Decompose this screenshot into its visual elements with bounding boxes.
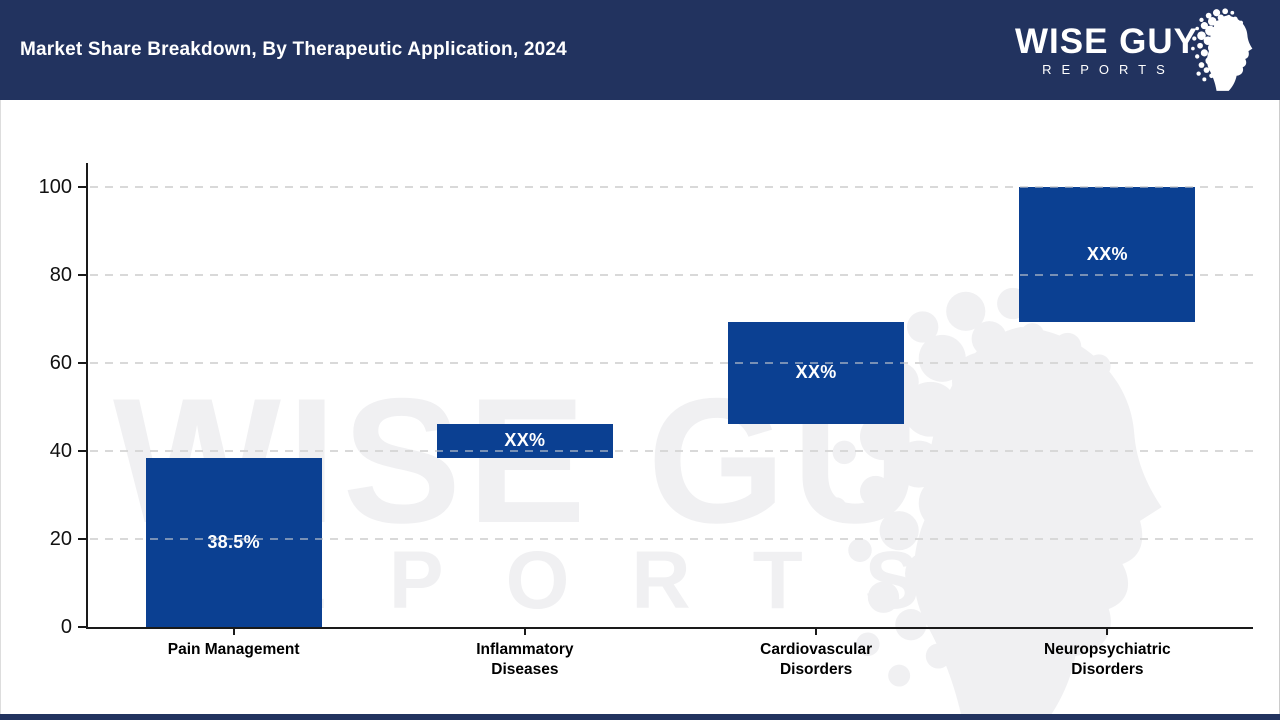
bar-inflammatory-diseases: XX% xyxy=(436,423,613,458)
y-tick-100 xyxy=(78,186,88,188)
logo-reports-text: REPORTS xyxy=(1042,61,1175,77)
wise-guy-face-icon xyxy=(1191,8,1253,91)
gridline-overlay-20 xyxy=(90,538,1253,540)
x-label-inflammatory-diseases: Inflammatory Diseases xyxy=(476,641,574,678)
y-tick-label-80: 80 xyxy=(49,264,72,286)
bar-neuropsychiatric-disorders: XX% xyxy=(1019,187,1196,323)
wise-guy-logo: WISE GUY REPORTS xyxy=(1015,0,1262,100)
y-tick-40 xyxy=(78,450,88,452)
bottom-accent-strip xyxy=(0,714,1280,720)
bar-value-label-inflammatory-diseases: XX% xyxy=(504,430,546,451)
logo-wise-guy-text: WISE GUY xyxy=(1014,21,1198,61)
gridline-overlay-100 xyxy=(90,186,1253,188)
x-label-neuropsychiatric-disorders: Neuropsychiatric Disorders xyxy=(1044,641,1171,678)
bar-cardiovascular-disorders: XX% xyxy=(728,322,905,424)
bar-value-label-pain-management: 38.5% xyxy=(207,531,260,552)
bar-pain-management: 38.5% xyxy=(145,457,322,627)
y-tick-label-60: 60 xyxy=(49,352,72,374)
gridline-overlay-60 xyxy=(90,362,1253,364)
logo-text: WISE GUY REPORTS xyxy=(1015,24,1198,77)
y-tick-20 xyxy=(78,538,88,540)
x-label-cardiovascular-disorders: Cardiovascular Disorders xyxy=(760,641,873,678)
y-tick-60 xyxy=(78,362,88,364)
x-tick-pain-management xyxy=(232,627,235,635)
gridline-overlay-80 xyxy=(90,274,1253,276)
y-tick-label-100: 100 xyxy=(38,176,72,198)
x-tick-inflammatory-diseases xyxy=(523,627,526,635)
page-title: Market Share Breakdown, By Therapeutic A… xyxy=(20,39,567,60)
x-label-pain-management: Pain Management xyxy=(167,641,300,658)
y-tick-label-40: 40 xyxy=(49,440,72,462)
y-tick-label-20: 20 xyxy=(49,528,72,550)
y-tick-80 xyxy=(78,274,88,276)
y-tick-0 xyxy=(78,626,88,628)
header-bar: Market Share Breakdown, By Therapeutic A… xyxy=(0,0,1280,100)
y-axis-line xyxy=(86,163,88,629)
x-axis-line xyxy=(86,627,1253,629)
gridline-overlay-40 xyxy=(90,450,1253,452)
x-tick-cardiovascular-disorders xyxy=(815,627,818,635)
bar-value-label-neuropsychiatric-disorders: XX% xyxy=(1086,244,1128,265)
bar-value-label-cardiovascular-disorders: XX% xyxy=(795,362,837,383)
y-tick-label-0: 0 xyxy=(60,616,72,638)
